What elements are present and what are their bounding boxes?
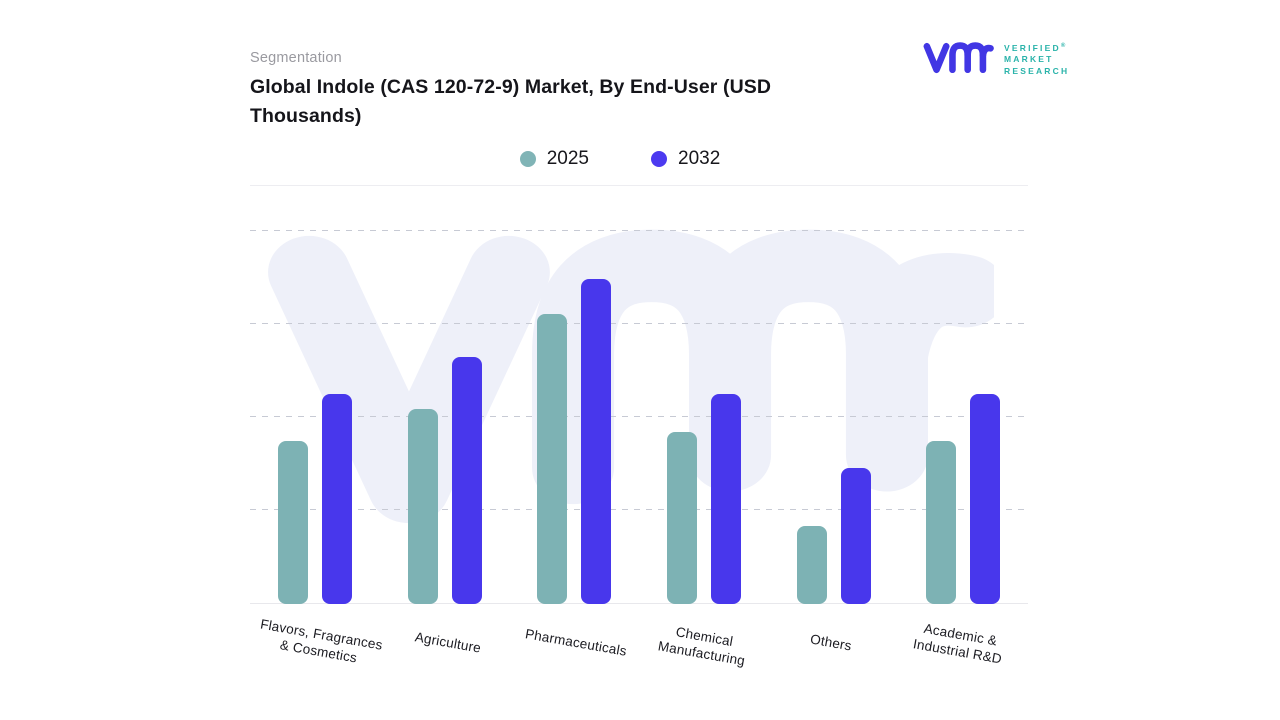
logo-line-research: RESEARCH [1004, 65, 1070, 76]
gridline [250, 230, 1028, 231]
logo-line-market: MARKET [1004, 54, 1054, 65]
segmentation-eyebrow: Segmentation [250, 50, 342, 66]
bar-2032-others [840, 467, 871, 604]
bar-group-flavors-fragrances-cosmetics [250, 225, 380, 604]
logo-line-verified: VERIFIED® [1004, 42, 1066, 53]
bar-group-agriculture [380, 225, 510, 604]
x-axis-labels: Flavors, Fragrances & Cosmetics Agricult… [250, 616, 1028, 708]
bar-2025-flavors-fragrances-cosmetics [277, 441, 308, 604]
page-title-line1: Global Indole (CAS 120-72-9) Market, By … [250, 76, 772, 98]
bar-2032-pharmaceuticals [581, 278, 612, 604]
x-axis-line [250, 603, 1028, 604]
page-title-line2: Thousands) [250, 105, 362, 127]
legend-dot-2032 [651, 151, 667, 167]
page-title: Global Indole (CAS 120-72-9) Market, By … [250, 73, 850, 131]
bar-2025-chemical-manufacturing [666, 431, 697, 604]
bar-2025-academic-industrial-rd [926, 441, 957, 604]
bar-group-others [769, 225, 899, 604]
bars-row [250, 225, 1028, 604]
legend-item-2025: 2025 [519, 148, 589, 170]
bar-group-academic-industrial-rd [898, 225, 1028, 604]
bar-2032-agriculture [451, 356, 482, 604]
x-label-flavors-fragrances-cosmetics: Flavors, Fragrances & Cosmetics [259, 616, 384, 666]
bar-2032-flavors-fragrances-cosmetics [321, 393, 352, 604]
bar-2025-agriculture [407, 408, 438, 604]
legend-divider [250, 185, 1028, 186]
legend-label-2025: 2025 [546, 148, 589, 169]
plot-area [250, 225, 1028, 604]
bar-2025-pharmaceuticals [537, 314, 568, 604]
bar-group-pharmaceuticals [509, 225, 639, 604]
bar-2032-academic-industrial-rd [970, 393, 1001, 604]
chart-header: Segmentation Global Indole (CAS 120-72-9… [250, 50, 850, 131]
gridline [250, 509, 1028, 510]
gridline [250, 323, 1028, 324]
legend-item-2032: 2032 [651, 148, 720, 170]
bar-2025-others [796, 526, 827, 604]
vmr-logo: VERIFIED® MARKET RESEARCH [922, 36, 1069, 80]
gridline [250, 416, 1028, 417]
registered-mark: ® [1060, 42, 1066, 49]
legend-dot-2025 [519, 151, 536, 167]
x-label-academic-industrial-rd: Academic & Industrial R&D [911, 620, 1004, 667]
vmr-logo-text: VERIFIED® MARKET RESEARCH [1004, 39, 1069, 77]
vmr-logo-mark-icon [923, 42, 994, 74]
bar-2032-chemical-manufacturing [710, 393, 741, 604]
chart-legend: 2025 2032 [250, 148, 990, 170]
bar-group-chemical-manufacturing [639, 225, 769, 604]
legend-label-2032: 2032 [678, 148, 721, 169]
